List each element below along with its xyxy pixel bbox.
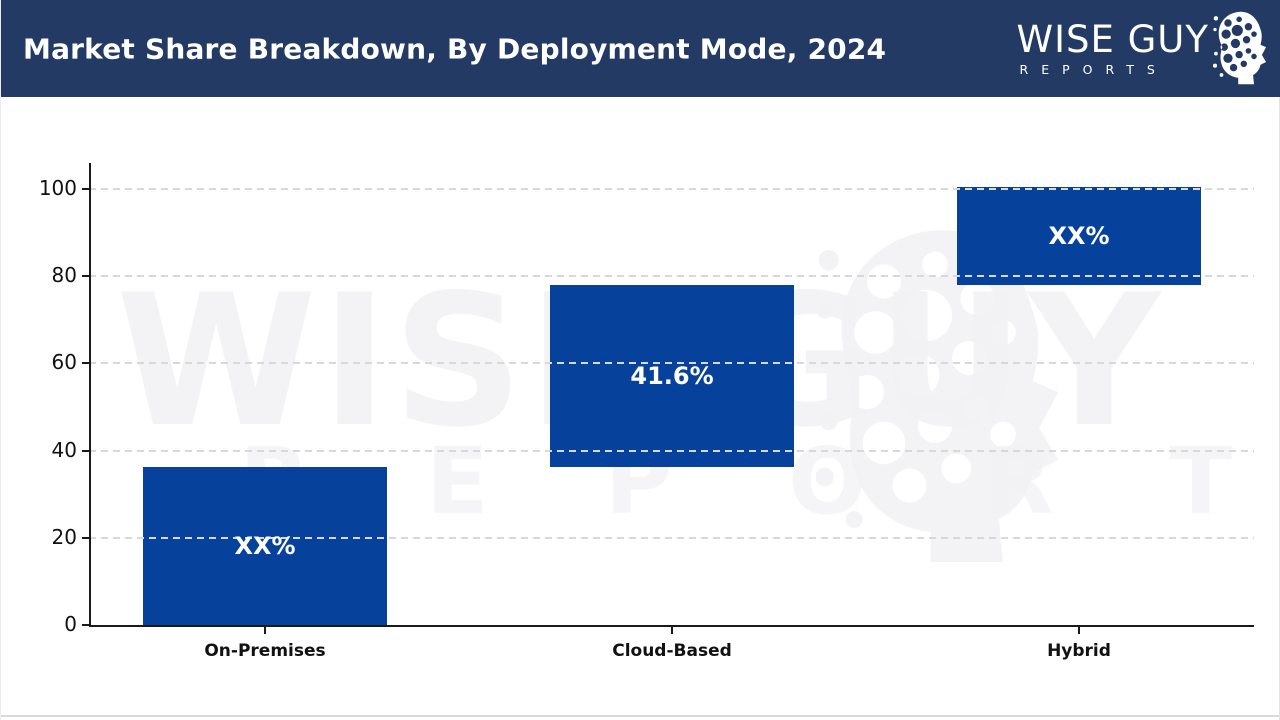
x-axis-category-label: On-Premises	[204, 641, 326, 661]
y-axis-tick-mark	[82, 449, 89, 452]
wiseguy-head-icon	[1213, 11, 1267, 85]
logo-reports-label: REPORTS	[1019, 62, 1168, 77]
header-bar: Market Share Breakdown, By Deployment Mo…	[1, 0, 1280, 97]
y-axis-tick-mark	[82, 362, 89, 365]
y-axis-tick-label: 60	[51, 350, 77, 375]
x-axis-category-label: Cloud-Based	[612, 641, 732, 661]
y-axis-tick-label: 40	[51, 437, 77, 462]
y-axis-tick-label: 80	[51, 263, 77, 288]
y-axis-line	[89, 163, 91, 627]
gridline	[89, 536, 1254, 539]
plot-area: XX% On-Premises 41.6% Cloud-Based XX% Hybrid 0…	[1, 97, 1280, 717]
gridline	[89, 449, 1254, 452]
logo-text: WISE GUY REPORTS	[1017, 21, 1209, 77]
wiseguy-reports-logo: WISE GUY REPORTS	[1017, 7, 1269, 91]
x-axis-tick-mark	[264, 626, 266, 634]
gridline	[89, 275, 1254, 278]
bar-value-label: 41.6%	[630, 362, 714, 391]
x-axis-tick-mark	[1078, 626, 1080, 634]
y-axis-tick-label: 0	[64, 612, 77, 636]
bar-value-label: XX%	[234, 531, 296, 560]
x-axis-tick-mark	[671, 626, 673, 634]
y-axis-tick-label: 100	[38, 176, 77, 201]
y-axis-tick-label: 20	[51, 524, 77, 549]
y-axis-tick-mark	[82, 624, 89, 626]
bottom-border-line	[1, 715, 1279, 717]
gridline	[89, 362, 1254, 365]
y-axis-tick-mark	[82, 275, 89, 278]
y-axis-tick-mark	[82, 188, 89, 191]
logo-wiseguy-label: WISE GUY	[1016, 18, 1209, 61]
page-title: Market Share Breakdown, By Deployment Mo…	[23, 32, 887, 65]
x-axis-category-label: Hybrid	[1047, 641, 1111, 661]
x-axis-line	[89, 625, 1254, 627]
gridline	[89, 188, 1254, 191]
bar-on-premises	[143, 466, 387, 625]
y-axis-tick-mark	[82, 536, 89, 539]
bar-value-label: XX%	[1048, 222, 1110, 251]
bar-cloud-based	[550, 285, 794, 467]
